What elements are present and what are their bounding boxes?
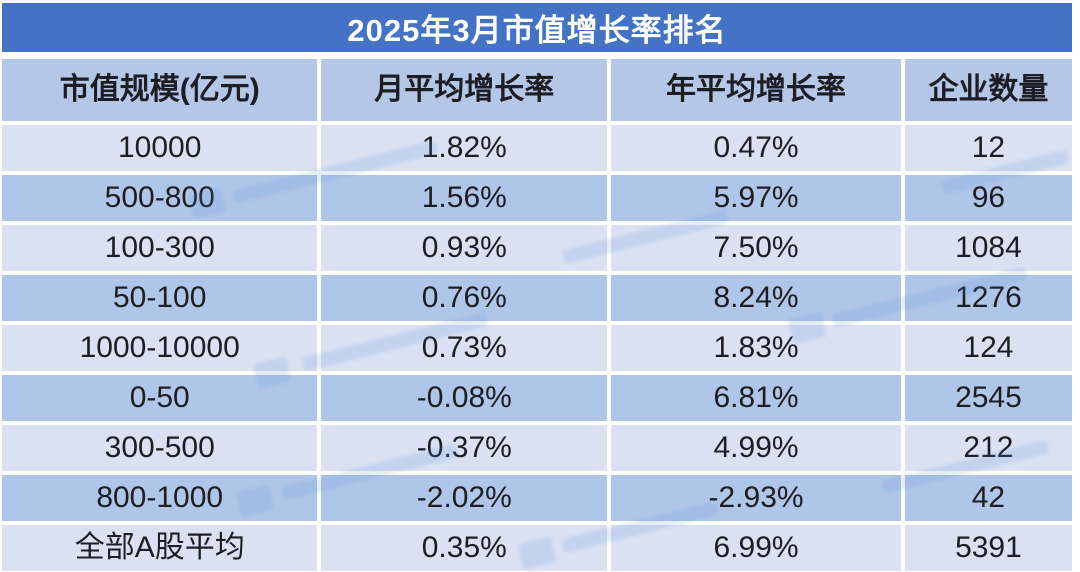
cell-company-count: 96 (904, 175, 1072, 221)
cell-market-cap-scale: 100-300 (2, 225, 318, 271)
cell-company-count: 42 (904, 475, 1072, 521)
cell-monthly-avg-growth: -0.08% (321, 375, 608, 421)
cell-yearly-avg-growth: 5.97% (611, 175, 901, 221)
cell-company-count: 2545 (904, 375, 1072, 421)
cell-company-count: 212 (904, 425, 1072, 471)
cell-market-cap-scale: 全部A股平均 (2, 525, 318, 571)
table-title-banner: 2025年3月市值增长率排名 (2, 3, 1072, 52)
cell-company-count: 12 (904, 125, 1072, 171)
cell-market-cap-scale: 800-1000 (2, 475, 318, 521)
cell-monthly-avg-growth: 1.82% (321, 125, 608, 171)
cell-monthly-avg-growth: -0.37% (321, 425, 608, 471)
cell-market-cap-scale: 50-100 (2, 275, 318, 321)
market-cap-growth-table: 市值规模(亿元) 月平均增长率 年平均增长率 企业数量 10000 1.82% … (2, 59, 1072, 571)
cell-yearly-avg-growth: 7.50% (611, 225, 901, 271)
cell-company-count: 1276 (904, 275, 1072, 321)
cell-monthly-avg-growth: 1.56% (321, 175, 608, 221)
cell-company-count: 1084 (904, 225, 1072, 271)
cell-market-cap-scale: 500-800 (2, 175, 318, 221)
header-monthly-avg-growth: 月平均增长率 (321, 59, 608, 121)
header-company-count: 企业数量 (904, 59, 1072, 121)
cell-market-cap-scale: 300-500 (2, 425, 318, 471)
cell-yearly-avg-growth: 6.99% (611, 525, 901, 571)
cell-monthly-avg-growth: 0.93% (321, 225, 608, 271)
cell-monthly-avg-growth: 0.35% (321, 525, 608, 571)
cell-market-cap-scale: 0-50 (2, 375, 318, 421)
cell-market-cap-scale: 10000 (2, 125, 318, 171)
cell-yearly-avg-growth: -2.93% (611, 475, 901, 521)
cell-yearly-avg-growth: 1.83% (611, 325, 901, 371)
cell-monthly-avg-growth: -2.02% (321, 475, 608, 521)
cell-monthly-avg-growth: 0.76% (321, 275, 608, 321)
table-title: 2025年3月市值增长率排名 (347, 13, 727, 48)
cell-yearly-avg-growth: 8.24% (611, 275, 901, 321)
header-market-cap-scale: 市值规模(亿元) (2, 59, 318, 121)
header-yearly-avg-growth: 年平均增长率 (611, 59, 901, 121)
cell-yearly-avg-growth: 6.81% (611, 375, 901, 421)
cell-yearly-avg-growth: 4.99% (611, 425, 901, 471)
cell-company-count: 124 (904, 325, 1072, 371)
cell-market-cap-scale: 1000-10000 (2, 325, 318, 371)
cell-monthly-avg-growth: 0.73% (321, 325, 608, 371)
cell-yearly-avg-growth: 0.47% (611, 125, 901, 171)
market-cap-ranking-table-page: 2025年3月市值增长率排名 市值规模(亿元) 月平均增长率 年平均增长率 企业… (2, 3, 1072, 571)
cell-company-count: 5391 (904, 525, 1072, 571)
